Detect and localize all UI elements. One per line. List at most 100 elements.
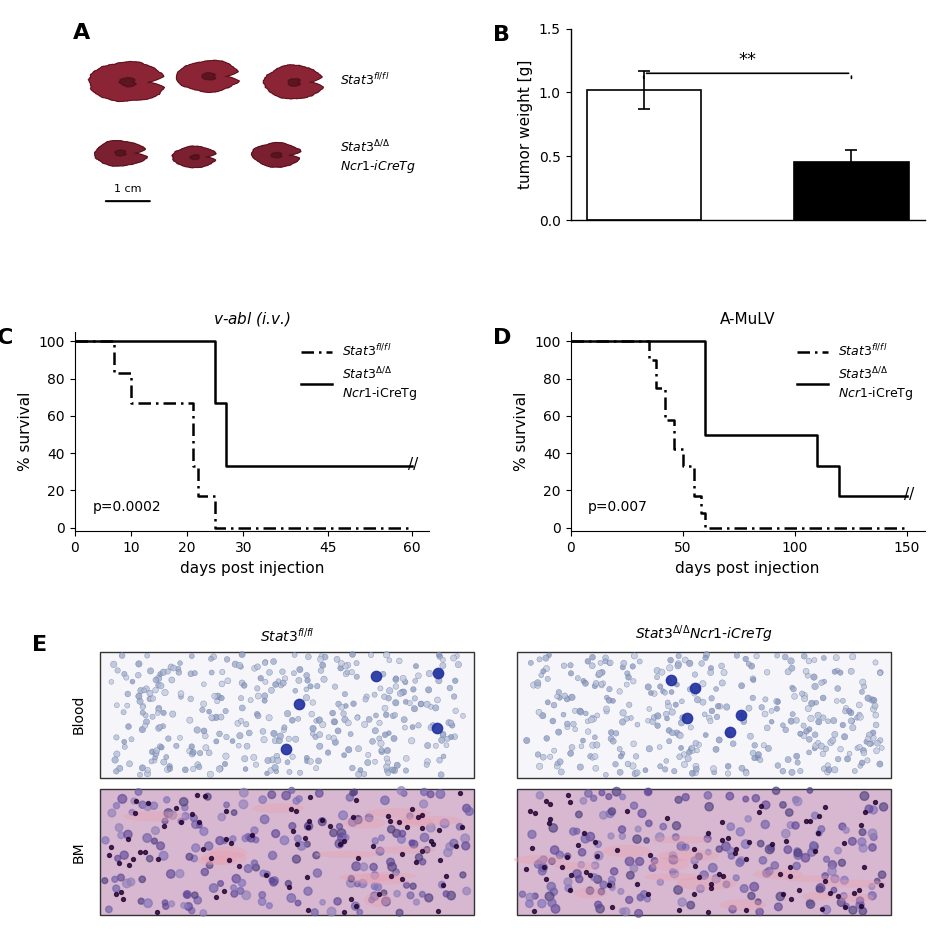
Point [856,743,870,758]
Point [753,752,768,767]
Point [709,871,724,886]
Point [158,684,173,700]
Point [563,745,578,761]
Polygon shape [251,143,301,168]
Point [667,764,682,779]
Point [408,673,423,688]
Ellipse shape [573,887,606,899]
Point [191,893,205,908]
Point [671,656,686,671]
Point [153,838,168,853]
Point [583,748,598,764]
Point [124,804,139,820]
Point [258,654,273,669]
Point [423,699,438,714]
Point [233,883,248,899]
Point [336,834,351,849]
Point [720,725,735,741]
Point [563,665,578,681]
Point [280,706,295,722]
Point [539,661,554,676]
Point [264,873,279,888]
Point [802,783,817,798]
Point [140,830,155,845]
Polygon shape [271,152,282,158]
Ellipse shape [344,817,386,828]
Point [219,748,234,764]
Point [722,727,737,743]
Point [202,704,217,719]
Point [624,710,639,725]
Point [256,724,271,739]
Point [719,877,734,892]
Point [264,787,279,803]
Point [552,847,567,863]
Point [126,793,141,808]
Point [522,896,537,911]
Point [852,740,867,755]
Point [310,679,325,694]
Point [357,860,372,875]
Point [546,743,561,758]
Point [120,831,135,846]
Point [367,868,382,883]
Point [554,860,569,875]
Point [97,873,112,888]
Point [616,903,630,919]
Point [604,803,619,819]
Point [437,816,452,831]
Point [409,895,424,910]
Point [460,883,474,899]
Point [808,808,823,823]
Point [642,702,657,717]
Point [734,853,749,868]
Point [531,747,545,763]
Point [190,787,205,803]
Point [350,851,365,866]
Point [518,862,533,877]
Point [300,837,315,852]
Point [862,727,877,743]
Point [678,789,693,804]
Point [374,743,389,758]
Point [686,842,701,857]
Point [551,724,566,740]
Point [449,838,464,853]
Point [411,668,426,684]
Point [202,858,217,873]
Point [684,720,699,735]
Point [312,785,327,801]
Point [661,673,676,688]
Point [869,707,884,723]
Point [415,821,430,836]
Point [351,741,366,756]
Point [277,720,292,735]
Point [165,807,180,823]
Point [527,805,542,821]
Point [219,831,234,846]
Ellipse shape [364,893,391,907]
Point [666,852,681,867]
Point [596,807,611,823]
Point [594,884,609,900]
Point [703,876,718,891]
Point [376,885,391,901]
Point [361,747,375,763]
Point [128,805,143,821]
Point [869,744,884,759]
Point [738,791,753,806]
Point [674,715,689,730]
Point [128,794,143,809]
Point [423,720,438,735]
Point [706,761,721,776]
Point [790,794,805,809]
Point [158,813,173,828]
Point [532,652,547,667]
Point [305,721,320,736]
Point [743,728,757,744]
Point [641,784,656,800]
Point [436,749,451,764]
Point [749,648,764,664]
Point [389,758,404,773]
Point [234,690,248,705]
